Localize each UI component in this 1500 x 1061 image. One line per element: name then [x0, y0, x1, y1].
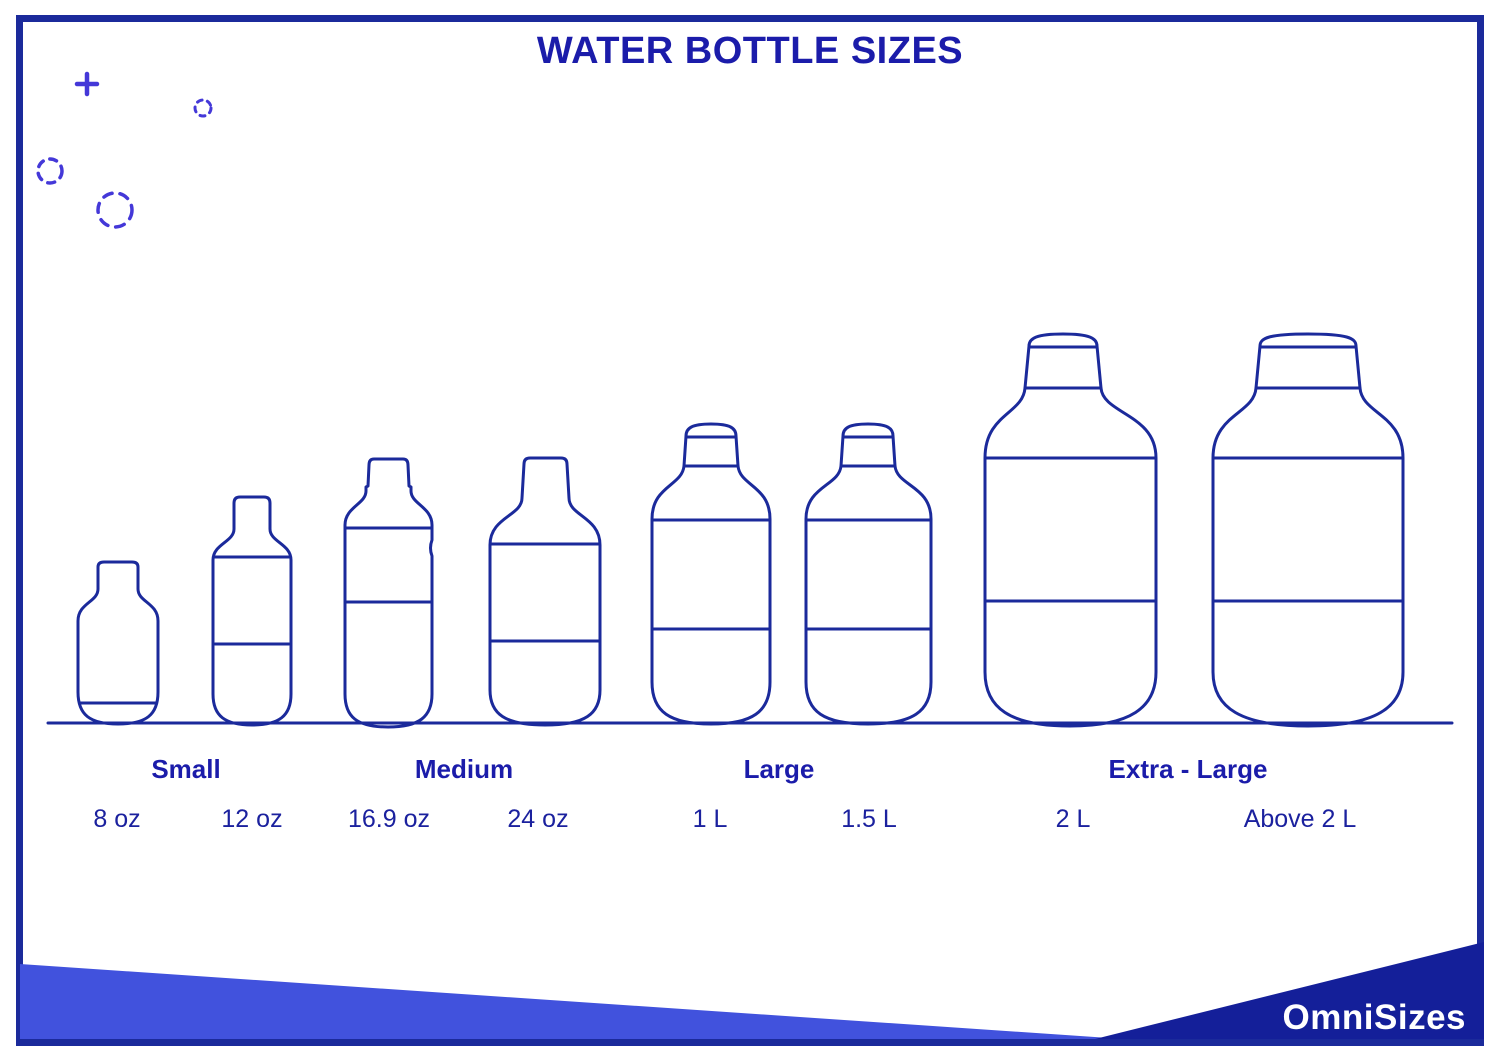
page-title: WATER BOTTLE SIZES	[536, 30, 964, 72]
size-label-12oz: 12 oz	[221, 805, 283, 833]
bottle-1-5l	[804, 422, 933, 726]
bottle-8oz	[76, 560, 160, 726]
dashed-circle-medium-icon	[36, 157, 64, 185]
bottle-above-2l	[1211, 332, 1405, 728]
bottle-2l	[983, 332, 1158, 728]
bottle-24oz	[488, 456, 602, 727]
bottle-16-9oz	[343, 457, 434, 729]
size-label-16-9oz: 16.9 oz	[347, 805, 430, 833]
size-label-1l: 1 L	[692, 805, 728, 833]
category-label-small: Small	[151, 754, 221, 784]
dashed-circle-small-icon	[193, 98, 213, 118]
footer-border-line	[17, 1039, 1484, 1046]
size-label-24oz: 24 oz	[507, 805, 569, 833]
size-label-8oz: 8 oz	[93, 805, 141, 833]
bottle-1l	[650, 422, 772, 726]
bottle-12oz	[211, 495, 293, 727]
category-label-extra-large: Extra - Large	[1108, 754, 1268, 784]
category-label-medium: Medium	[414, 754, 514, 784]
brand-logo: OmniSizes	[1282, 998, 1466, 1037]
category-label-large: Large	[743, 754, 815, 784]
size-label-1-5l: 1.5 L	[841, 805, 897, 833]
size-label-2l: 2 L	[1055, 805, 1091, 833]
size-label-above-2l: Above 2 L	[1243, 805, 1357, 833]
footer-dark-wedge	[1075, 942, 1484, 1044]
footer-light-wedge	[20, 964, 1168, 1042]
plus-icon	[74, 71, 100, 97]
dashed-circle-large-icon	[96, 191, 134, 229]
